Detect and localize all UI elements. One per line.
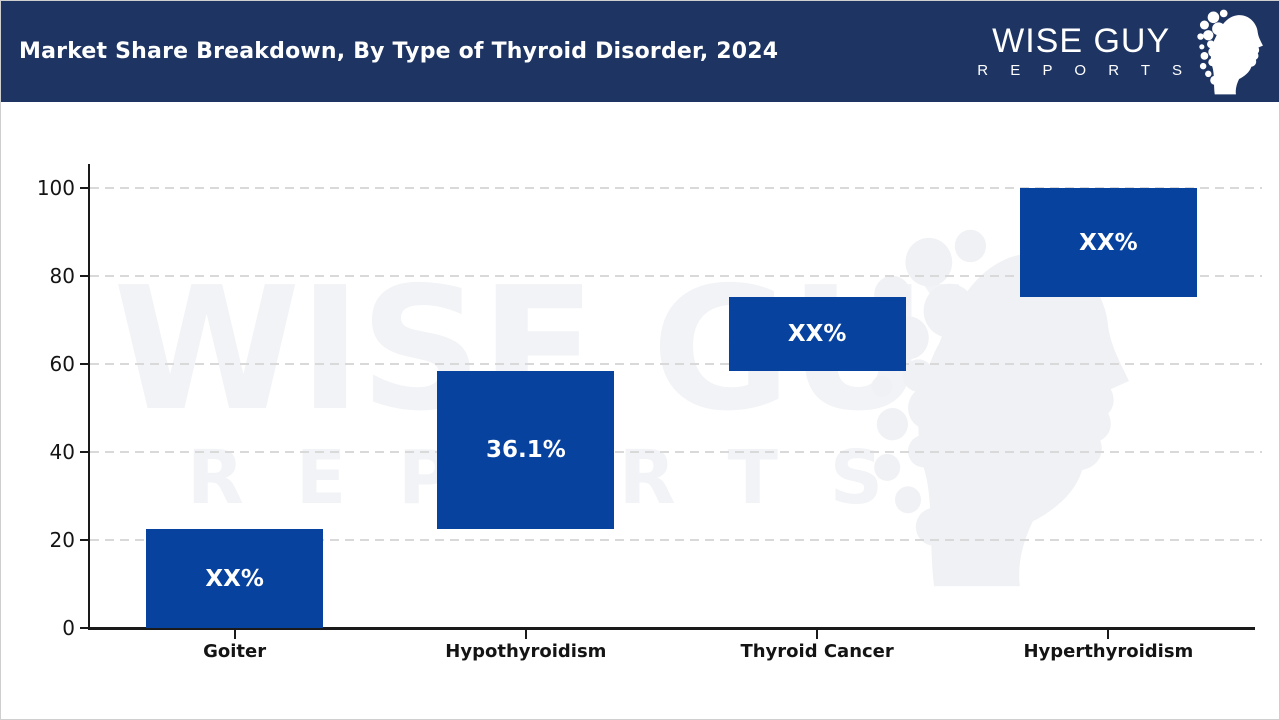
y-tick-80 [80, 275, 89, 277]
bar-goiter: XX% [146, 529, 324, 628]
x-tick-label-3: Hyperthyroidism [1023, 641, 1194, 662]
x-tick-label-0: Goiter [203, 641, 267, 662]
logo-primary-text: WISE GUY [992, 22, 1171, 61]
bar-value-label: XX% [787, 320, 847, 347]
x-tick-label-1: Hypothyroidism [445, 641, 607, 662]
x-tick-3 [1107, 630, 1110, 639]
gridline-y-40 [90, 451, 1262, 453]
x-tick-1 [524, 630, 527, 639]
gridline-y-100 [90, 187, 1262, 189]
bar-value-label: XX% [205, 565, 264, 592]
y-tick-label-80: 80 [49, 264, 75, 288]
gridline-y-80 [90, 275, 1262, 277]
bar-value-label: 36.1% [485, 437, 566, 463]
y-tick-label-20: 20 [49, 528, 75, 552]
x-tick-2 [816, 630, 819, 639]
gridline-y-20 [90, 539, 1262, 541]
dotted-head-logo-icon [1197, 9, 1263, 94]
gridline-y-60 [90, 363, 1262, 365]
y-tick-20 [80, 539, 89, 541]
header-bar: Market Share Breakdown, By Type of Thyro… [1, 1, 1279, 102]
bar-thyroid-cancer: XX% [728, 297, 906, 371]
chart-title: Market Share Breakdown, By Type of Thyro… [19, 39, 779, 64]
bar-value-label: XX% [1079, 229, 1138, 256]
y-tick-60 [80, 363, 89, 365]
y-tick-label-0: 0 [62, 616, 75, 640]
y-tick-label-60: 60 [49, 352, 75, 376]
x-tick-label-2: Thyroid Cancer [740, 641, 894, 662]
wise-guy-logo: WISE GUY R E P O R T S [971, 7, 1275, 97]
logo-secondary-text: R E P O R T S [977, 61, 1191, 79]
bar-hypothyroidism: 36.1% [437, 370, 615, 530]
bar-hyperthyroidism: XX% [1019, 188, 1197, 298]
y-tick-40 [80, 451, 89, 453]
y-tick-label-100: 100 [36, 176, 75, 200]
y-tick-100 [80, 187, 89, 189]
y-tick-label-40: 40 [49, 440, 75, 464]
y-tick-0 [80, 627, 89, 629]
x-tick-0 [233, 630, 236, 639]
y-axis-spine [88, 164, 90, 630]
x-axis-spine [88, 627, 1255, 630]
logo-text: WISE GUY R E P O R T S [971, 22, 1191, 79]
